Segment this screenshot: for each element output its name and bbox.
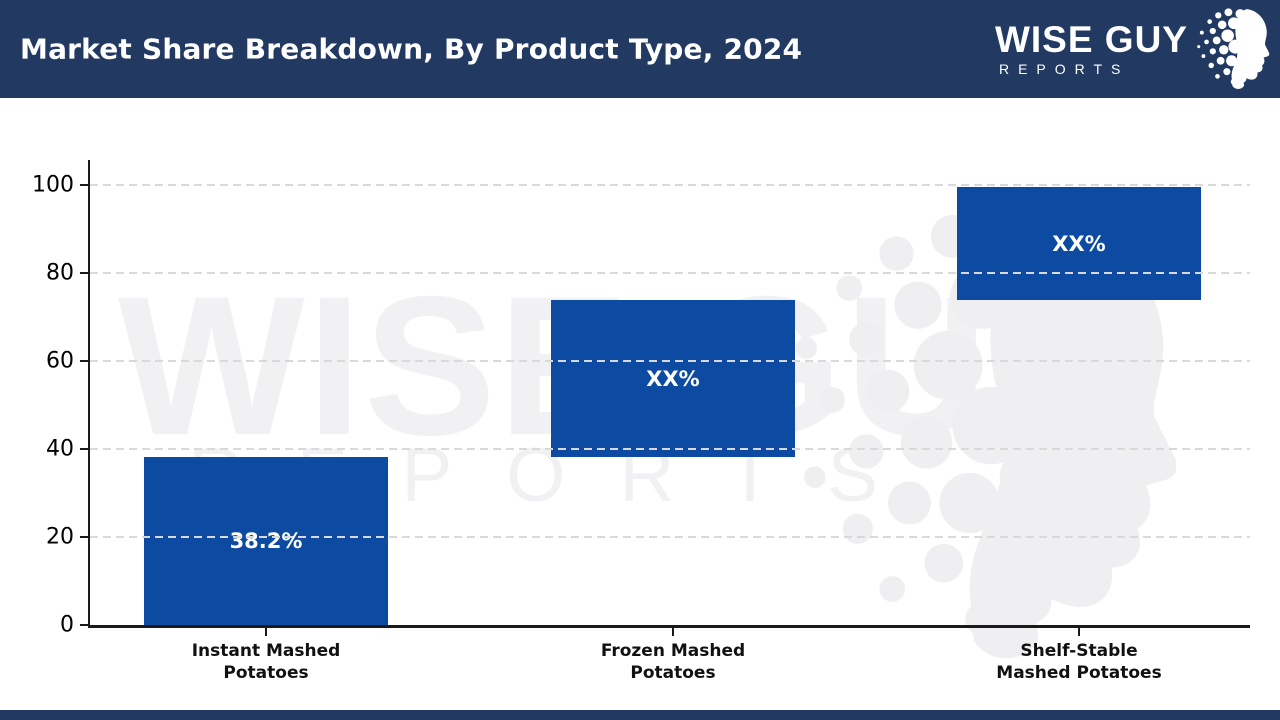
y-axis-tickmark [80,624,88,626]
bar-segment: XX% [957,187,1201,301]
gridline [90,184,1250,186]
x-axis-category-label-line: Potatoes [630,663,716,684]
y-axis-tick-label: 60 [46,348,74,374]
y-axis-tick-label: 20 [46,524,74,550]
x-axis-category-label-line: Instant Mashed [191,641,341,661]
bar-value-label: XX% [646,366,700,391]
header-bar: Market Share Breakdown, By Product Type,… [0,0,1280,98]
page-title: Market Share Breakdown, By Product Type,… [20,32,803,66]
bar-segment: XX% [551,300,795,457]
gridline [90,448,1250,450]
brand-subtitle: REPORTS [998,60,1130,77]
y-axis-tickmark [80,536,88,538]
bar-value-label: 38.2% [229,528,303,553]
bar-segment: 38.2% [144,456,388,625]
y-axis-tick-label: 100 [32,172,74,198]
x-axis-category-label: Frozen Mashed Potatoes [601,640,745,684]
x-axis-tickmark [265,628,267,636]
x-axis-tickmark [1078,628,1080,636]
gridline [90,272,1250,274]
y-axis-tickmark [80,448,88,450]
y-axis-tick-label: 0 [60,612,74,638]
x-axis-category-label-line: Shelf-Stable [1020,641,1138,661]
y-axis-tickmark [80,184,88,186]
plot-area: 0 20 40 60 80 100 38.2% Instant Mashed Potatoes X… [32,160,1250,683]
brand-logo: WISE GUY REPORTS [995,5,1270,93]
x-axis-category-label-line: Mashed Potatoes [996,663,1162,684]
gridline [90,536,1250,538]
y-axis-tickmark [80,360,88,362]
brand-logo-text: WISE GUY REPORTS [994,19,1188,77]
x-axis-category-label-line: Frozen Mashed [600,641,746,661]
y-axis-tick-label: 80 [46,260,74,286]
footer-bar [0,710,1280,720]
y-axis-tick-label: 40 [46,436,74,462]
x-axis-category-label: Shelf-Stable Mashed Potatoes [996,640,1161,684]
gridline [90,360,1250,362]
x-axis-tickmark [672,628,674,636]
brand-name: WISE GUY [994,19,1188,61]
x-axis-category-label: Instant Mashed Potatoes [192,640,341,684]
x-axis-category-label-line: Potatoes [223,663,309,684]
bar-value-label: XX% [1052,231,1106,256]
y-axis-tickmark [80,272,88,274]
brand-face-icon [1197,8,1270,89]
